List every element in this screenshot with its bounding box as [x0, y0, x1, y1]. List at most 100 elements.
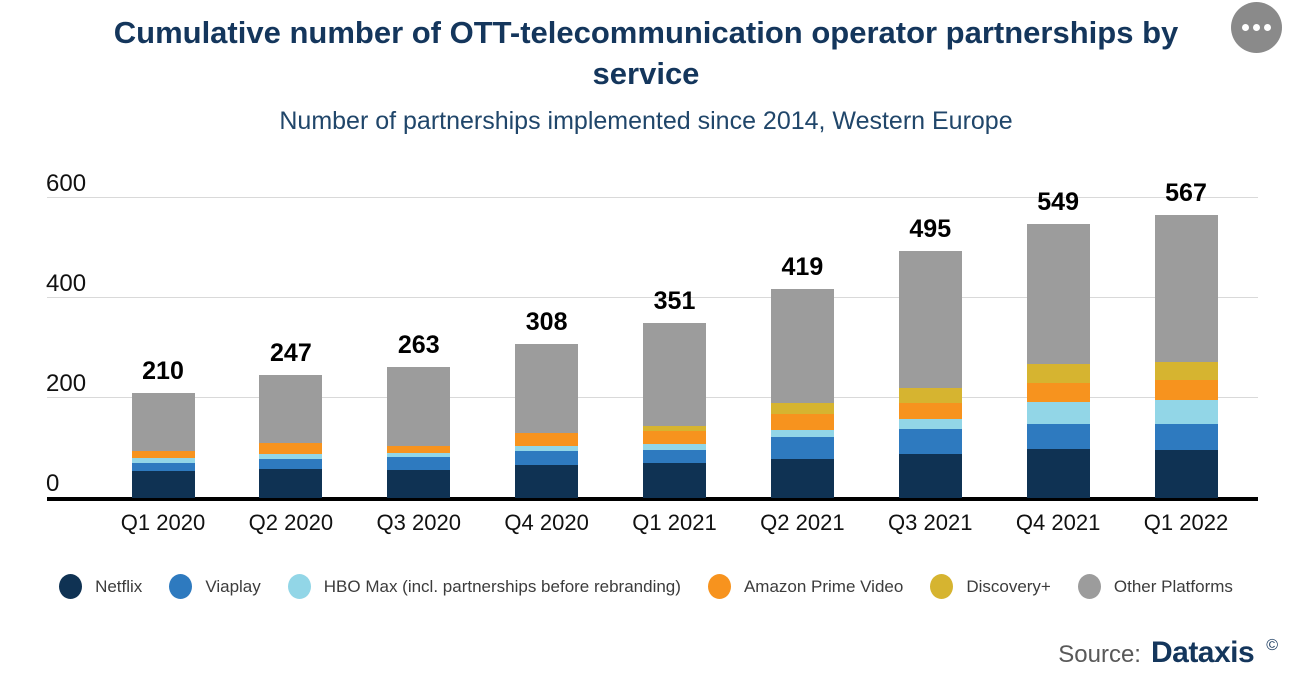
x-axis-label: Q4 2021 [1015, 510, 1101, 535]
bar-total-label: 308 [525, 308, 568, 336]
stacked-bar-q3-2020 [387, 366, 451, 498]
bar-segment-hbo [898, 418, 962, 429]
legend-swatch-icon [287, 574, 311, 599]
ellipsis-icon [1242, 24, 1249, 31]
bar-segment-other [259, 374, 323, 443]
bar-segment-discovery+ [1026, 364, 1090, 383]
legend-item-hbo: HBO Max (incl. partnerships before rebra… [287, 574, 681, 599]
source-attribution: Source: Dataxis © [1058, 636, 1278, 670]
x-axis-label: Q1 2020 [120, 510, 206, 535]
source-label: Source: [1058, 641, 1141, 668]
ellipsis-icon [1264, 24, 1271, 31]
stacked-bar-q1-2022 [1154, 214, 1218, 498]
legend-swatch-icon [169, 574, 193, 599]
legend-label: Viaplay [205, 576, 261, 596]
bar-segment-other [898, 250, 962, 388]
y-axis-tick-400: 400 [46, 270, 87, 297]
bar-segment-netflix [898, 454, 962, 498]
bar-segment-amazon [387, 445, 451, 453]
bar-segment-amazon [1154, 380, 1218, 400]
legend-label: Other Platforms [1113, 576, 1233, 596]
bar-segment-amazon [898, 402, 962, 419]
bar-segment-amazon [259, 443, 323, 454]
chart-title-text: Cumulative number of OTT-telecommunicati… [113, 15, 1179, 92]
bar-total-label: 419 [781, 252, 824, 281]
more-options-button[interactable] [1231, 2, 1282, 53]
bar-total-label: 351 [653, 286, 696, 315]
bar-segment-discovery+ [898, 387, 962, 403]
ellipsis-icon [1253, 24, 1260, 31]
bar-segment-other [770, 288, 834, 403]
stacked-bar-q1-2021 [643, 322, 706, 498]
bar-total-label: 263 [397, 330, 440, 359]
stacked-bar-q4-2021 [1026, 223, 1090, 498]
bar-segment-discovery+ [1154, 362, 1218, 380]
bar-segment-other [387, 366, 451, 446]
stacked-bar-q4-2020 [515, 344, 579, 498]
legend-label: Netflix [95, 576, 143, 596]
bar-segment-other [643, 322, 706, 426]
bar-segment-netflix [515, 464, 579, 498]
y-axis-tick-600: 600 [46, 170, 87, 197]
bar-segment-viaplay [770, 436, 834, 459]
legend-item-amazon: Amazon Prime Video [707, 574, 904, 599]
stacked-bar-q3-2021 [898, 250, 962, 498]
bar-segment-netflix [131, 470, 195, 498]
bar-segment-other [1154, 214, 1218, 362]
bar-segment-hbo [770, 430, 834, 437]
chart-subtitle: Number of partnerships implemented since… [279, 107, 1013, 135]
bar-segment-viaplay [387, 457, 451, 470]
legend-label: HBO Max (incl. partnerships before rebra… [323, 576, 681, 596]
bar-total-label: 549 [1037, 187, 1079, 216]
bar-total-label: 567 [1165, 178, 1207, 207]
bar-segment-other [131, 393, 195, 451]
bar-segment-netflix [770, 459, 834, 498]
x-axis-label: Q1 2021 [632, 510, 717, 535]
bar-segment-hbo [387, 452, 451, 457]
x-axis-label: Q2 2021 [760, 510, 845, 535]
legend-swatch-icon [707, 574, 731, 599]
source-logo: Dataxis [1150, 636, 1255, 669]
legend-item-viaplay: Viaplay [169, 574, 261, 599]
bar-segment-viaplay [1026, 424, 1090, 449]
bar-segment-netflix [1154, 449, 1218, 498]
bar-segment-netflix [643, 463, 706, 498]
bar-total-label: 495 [909, 214, 952, 243]
bar-segment-viaplay [643, 449, 706, 463]
bar-segment-netflix [387, 470, 451, 498]
x-axis-label: Q4 2020 [504, 510, 589, 535]
bar-segment-amazon [643, 430, 706, 444]
bar-segment-hbo [259, 454, 323, 459]
bar-segment-viaplay [1154, 423, 1218, 450]
bar-segment-discovery+ [770, 402, 834, 414]
bar-segment-amazon [515, 432, 579, 446]
bar-segment-netflix [1026, 449, 1090, 498]
gridline-400 [47, 297, 1258, 298]
bar-segment-amazon [131, 451, 195, 458]
bar-segment-amazon [770, 413, 834, 430]
x-axis-label: Q2 2020 [248, 510, 334, 535]
bar-total-label: 247 [270, 338, 312, 367]
stacked-bar-q2-2021 [770, 288, 834, 498]
legend: Netflix Viaplay HBO Max (incl. partnership… [0, 574, 1292, 599]
legend-swatch-icon [1077, 574, 1101, 599]
legend-label: Discovery+ [966, 576, 1051, 596]
legend-label: Amazon Prime Video [743, 576, 904, 596]
stacked-bar-q1-2020 [131, 393, 195, 498]
bar-segment-viaplay [259, 459, 323, 469]
x-axis-label: Q3 2021 [888, 510, 973, 535]
bar-segment-hbo [1154, 399, 1218, 424]
bar-segment-hbo [1026, 402, 1090, 424]
bar-segment-netflix [259, 469, 323, 498]
bar-segment-viaplay [131, 462, 195, 471]
bar-segment-other [1026, 223, 1090, 364]
x-axis-label: Q1 2022 [1143, 510, 1229, 535]
bar-segment-other [515, 344, 579, 433]
x-axis-line [47, 497, 1258, 501]
bar-segment-hbo [643, 444, 706, 450]
stacked-bar-q2-2020 [259, 374, 323, 498]
legend-swatch-icon [930, 574, 954, 599]
bar-segment-viaplay [515, 451, 579, 465]
